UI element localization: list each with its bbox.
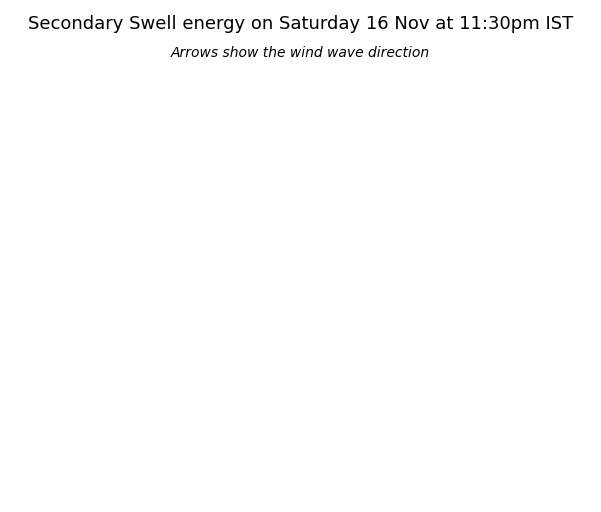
Text: Arrows show the wind wave direction: Arrows show the wind wave direction	[171, 46, 430, 60]
Text: Secondary Swell energy on Saturday 16 Nov at 11:30pm IST: Secondary Swell energy on Saturday 16 No…	[28, 15, 573, 33]
